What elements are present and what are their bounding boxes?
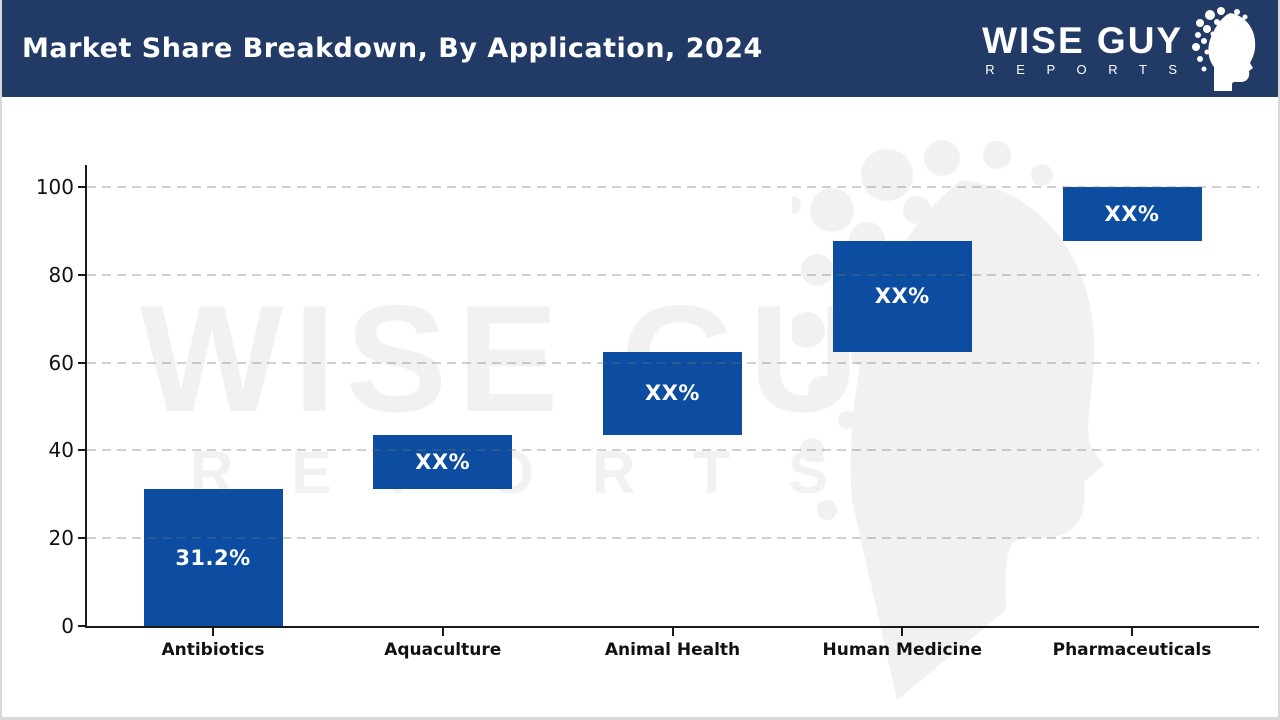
bar-value-label: XX% xyxy=(415,450,471,475)
y-tick-20 xyxy=(78,537,86,540)
x-tick-2 xyxy=(671,628,674,636)
wise-guy-reports-logo: WISE GUY R E P O R T S xyxy=(979,6,1262,91)
x-tick-0 xyxy=(212,628,214,636)
gridline-60 xyxy=(87,361,1259,364)
logo-text: WISE GUY R E P O R T S xyxy=(979,22,1186,76)
gridline-40 xyxy=(87,449,1259,452)
y-axis-line xyxy=(85,165,87,628)
x-category-label: Animal Health xyxy=(604,640,741,660)
y-tick-label-100: 100 xyxy=(35,175,74,199)
bar-human-medicine: XX% xyxy=(832,240,972,352)
bar-antibiotics: 31.2% xyxy=(143,489,283,626)
y-tick-label-20: 20 xyxy=(48,526,74,551)
bar-animal-health: XX% xyxy=(603,351,742,436)
logo-wordmark: WISE GUY xyxy=(982,19,1184,61)
y-tick-80 xyxy=(78,273,86,276)
y-tick-60 xyxy=(78,361,86,364)
y-tick-label-40: 40 xyxy=(48,438,74,463)
bar-aquaculture: XX% xyxy=(373,435,513,490)
bar-value-label: XX% xyxy=(645,381,700,406)
gridline-80 xyxy=(87,273,1259,276)
y-tick-0 xyxy=(78,625,86,627)
x-tick-3 xyxy=(901,628,904,636)
y-tick-label-0: 0 xyxy=(61,614,74,638)
bar-value-label: XX% xyxy=(1104,201,1160,226)
watermark-subtitle: REPORTS xyxy=(190,439,887,506)
x-category-label: Pharmaceuticals xyxy=(1052,640,1212,660)
gridline-100 xyxy=(87,186,1259,188)
header-band: Market Share Breakdown, By Application, … xyxy=(2,0,1278,97)
x-category-label: Antibiotics xyxy=(161,640,265,660)
x-tick-1 xyxy=(441,628,444,636)
y-tick-40 xyxy=(78,449,86,452)
x-axis-line xyxy=(85,626,1259,628)
bar-value-label: 31.2% xyxy=(175,545,251,570)
x-category-label: Human Medicine xyxy=(822,640,983,660)
y-tick-label-80: 80 xyxy=(48,262,74,287)
bar-value-label: XX% xyxy=(874,284,930,309)
y-tick-label-60: 60 xyxy=(48,350,74,375)
x-tick-4 xyxy=(1131,628,1133,636)
x-category-label: Aquaculture xyxy=(384,640,502,660)
chart-title: Market Share Breakdown, By Application, … xyxy=(22,33,763,64)
y-tick-100 xyxy=(78,186,86,188)
gridline-20 xyxy=(87,537,1259,540)
bar-pharmaceuticals: XX% xyxy=(1062,187,1202,241)
logo-subtitle: R E P O R T S xyxy=(985,61,1186,77)
logo-face-icon xyxy=(1192,6,1256,91)
